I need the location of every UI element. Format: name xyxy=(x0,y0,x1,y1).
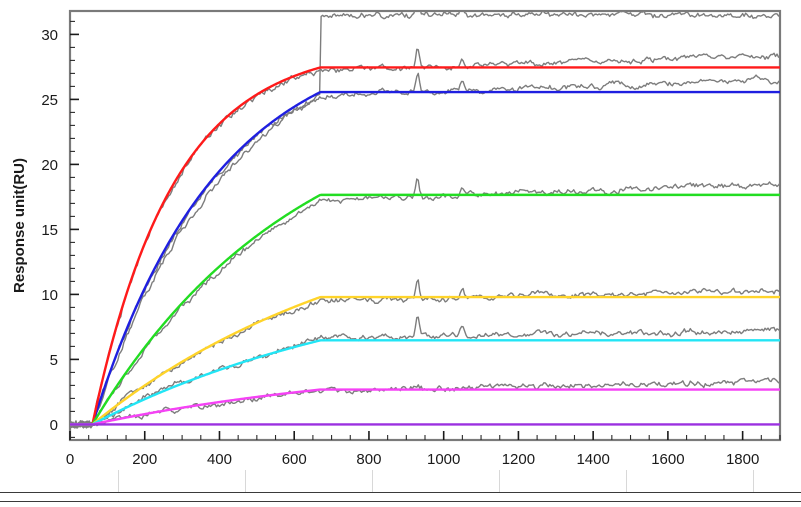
y-tick-label: 20 xyxy=(41,157,58,174)
y-tick-label: 30 xyxy=(41,27,58,44)
fit-yellow xyxy=(70,295,780,426)
document-column-rule xyxy=(753,470,754,492)
y-tick-label: 5 xyxy=(50,352,58,369)
measured-top-offscale xyxy=(70,11,780,429)
document-strip-below-figure xyxy=(0,470,801,507)
measured-yellow xyxy=(70,279,780,428)
x-tick-label: 1000 xyxy=(427,451,460,468)
y-tick-label: 0 xyxy=(50,417,58,434)
document-rule-top xyxy=(0,492,801,493)
y-tick-label: 15 xyxy=(41,222,58,239)
measured-cyan xyxy=(70,316,780,428)
y-axis-title: Response unit(RU) xyxy=(11,158,28,293)
x-tick-label: 400 xyxy=(207,451,232,468)
document-column-rule xyxy=(245,470,246,492)
sensorgram-plot: 0 200 400 600 800 1000 1200 1400 1600 1800 0 5 10 15 2… xyxy=(11,9,782,468)
x-tick-label: 0 xyxy=(66,451,74,468)
fit-green xyxy=(70,193,780,426)
x-tick-label: 200 xyxy=(132,451,157,468)
fit-cyan xyxy=(70,339,780,426)
document-rule-bottom xyxy=(0,501,801,502)
x-tick-label: 600 xyxy=(282,451,307,468)
x-tick-label: 1200 xyxy=(502,451,535,468)
document-column-rule xyxy=(626,470,627,492)
chart-figure: 0 200 400 600 800 1000 1200 1400 1600 1800 0 5 10 15 2… xyxy=(11,9,782,468)
fit-magenta xyxy=(70,388,780,426)
x-tick-label: 800 xyxy=(356,451,381,468)
y-tick-label: 25 xyxy=(41,92,58,109)
document-column-rule xyxy=(372,470,373,492)
document-column-rule xyxy=(118,470,119,492)
document-column-rule xyxy=(499,470,500,492)
fit-red xyxy=(70,66,780,426)
x-tick-label: 1400 xyxy=(576,451,609,468)
x-tick-label: 1600 xyxy=(651,451,684,468)
y-tick-label: 10 xyxy=(41,287,58,304)
plot-frame xyxy=(68,9,782,442)
fit-blue xyxy=(70,90,780,426)
x-tick-label: 1800 xyxy=(726,451,759,468)
measured-green xyxy=(70,178,780,429)
